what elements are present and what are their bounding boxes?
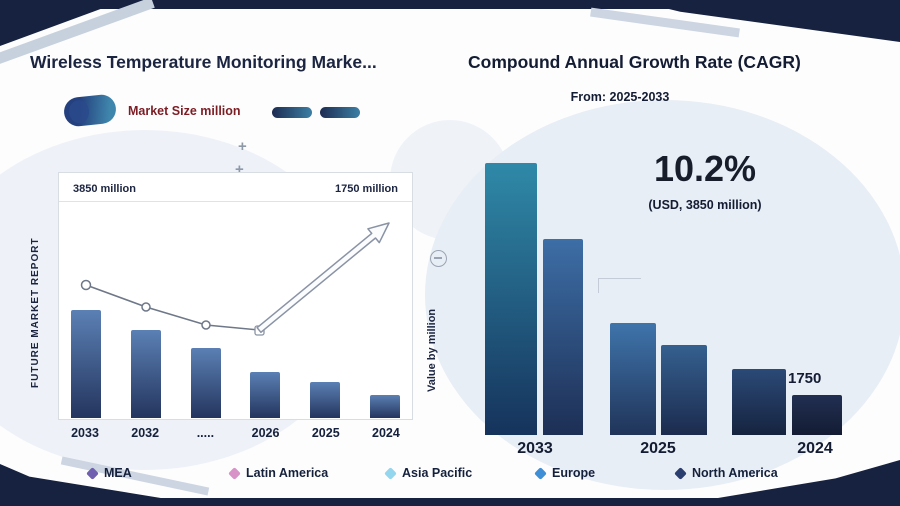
- bar-2025-primary: [610, 323, 656, 435]
- x-label-2024-right: 2024: [797, 440, 833, 457]
- bar-2024: [369, 395, 400, 418]
- top-border-strip: [0, 0, 900, 9]
- legend-label: North America: [692, 466, 778, 480]
- end-value-label: 1750 million: [335, 183, 398, 195]
- bar-group: [71, 188, 400, 418]
- bar-2033-primary: [485, 163, 537, 435]
- bar-dots: [190, 348, 221, 418]
- legend-label: Latin America: [246, 466, 329, 480]
- cylinder-cap-icon: [67, 99, 91, 125]
- diamond-icon: [384, 466, 397, 480]
- plus-decoration: +: [235, 161, 244, 178]
- right-chart-title: Compound Annual Growth Rate (CAGR): [468, 52, 801, 72]
- diamond-icon: [228, 466, 241, 480]
- diamond-icon: [86, 466, 99, 480]
- market-size-legend: Market Size million: [62, 93, 241, 128]
- legend-item-mea: MEA: [86, 466, 132, 480]
- bracket-decoration: [598, 278, 641, 293]
- legend-item-latin-america: Latin America: [228, 466, 329, 480]
- capsule-icon: [272, 107, 312, 118]
- plus-decoration: +: [238, 138, 247, 155]
- left-chart-title: Wireless Temperature Monitoring Marke...: [30, 52, 377, 72]
- value-by-million-label: Value by million: [426, 308, 438, 393]
- bar-2033: [71, 310, 101, 418]
- cagr-period-subtitle: From: 2025-2033: [570, 90, 670, 104]
- bar-2032: [130, 330, 161, 418]
- capsule-icon: [320, 107, 360, 118]
- diamond-icon: [674, 466, 687, 480]
- cagr-caption: (USD, 3850 million): [648, 198, 762, 212]
- x-label-2025: 2025: [311, 426, 340, 440]
- left-x-axis: 2033 2032 ..... 2026 2025 2024: [59, 426, 412, 440]
- chart-value-labels: 3850 million 1750 million: [59, 173, 412, 202]
- legend-item-asia-pacific: Asia Pacific: [384, 466, 473, 480]
- x-label-2033-right: 2033: [517, 440, 553, 457]
- bar-2025-secondary: [661, 345, 707, 435]
- bar-2024-primary: [732, 369, 786, 435]
- x-label-dots: .....: [196, 426, 215, 440]
- market-size-chart: 3850 million 1750 million: [58, 172, 413, 420]
- cagr-bar-group: [470, 160, 860, 435]
- legend-item-europe: Europe: [534, 466, 596, 480]
- legend-item-north-america: North America: [674, 466, 778, 480]
- x-label-2025-right: 2025: [640, 440, 676, 457]
- bar-2033-secondary: [543, 239, 583, 435]
- legend-label: Europe: [552, 466, 596, 480]
- x-label-2026: 2026: [251, 426, 280, 440]
- bar-2024-secondary: [792, 395, 842, 435]
- value-callout-1750: 1750: [788, 370, 822, 387]
- future-market-report-watermark: FUTURE MARKET REPORT: [30, 237, 41, 388]
- cylinder-icon: [62, 93, 118, 128]
- x-label-2024: 2024: [372, 426, 400, 440]
- diamond-icon: [534, 466, 547, 480]
- x-label-2032: 2032: [131, 426, 160, 440]
- legend-label: Asia Pacific: [402, 466, 473, 480]
- x-label-2033: 2033: [71, 426, 99, 440]
- start-value-label: 3850 million: [73, 183, 136, 195]
- bottom-border-strip: [0, 498, 900, 506]
- legend-label: MEA: [104, 466, 132, 480]
- circle-minus-icon: [430, 250, 447, 267]
- cagr-value: 10.2%: [653, 148, 757, 189]
- market-size-legend-label: Market Size million: [128, 103, 241, 118]
- bar-2025: [310, 382, 341, 418]
- bar-2026: [250, 372, 281, 418]
